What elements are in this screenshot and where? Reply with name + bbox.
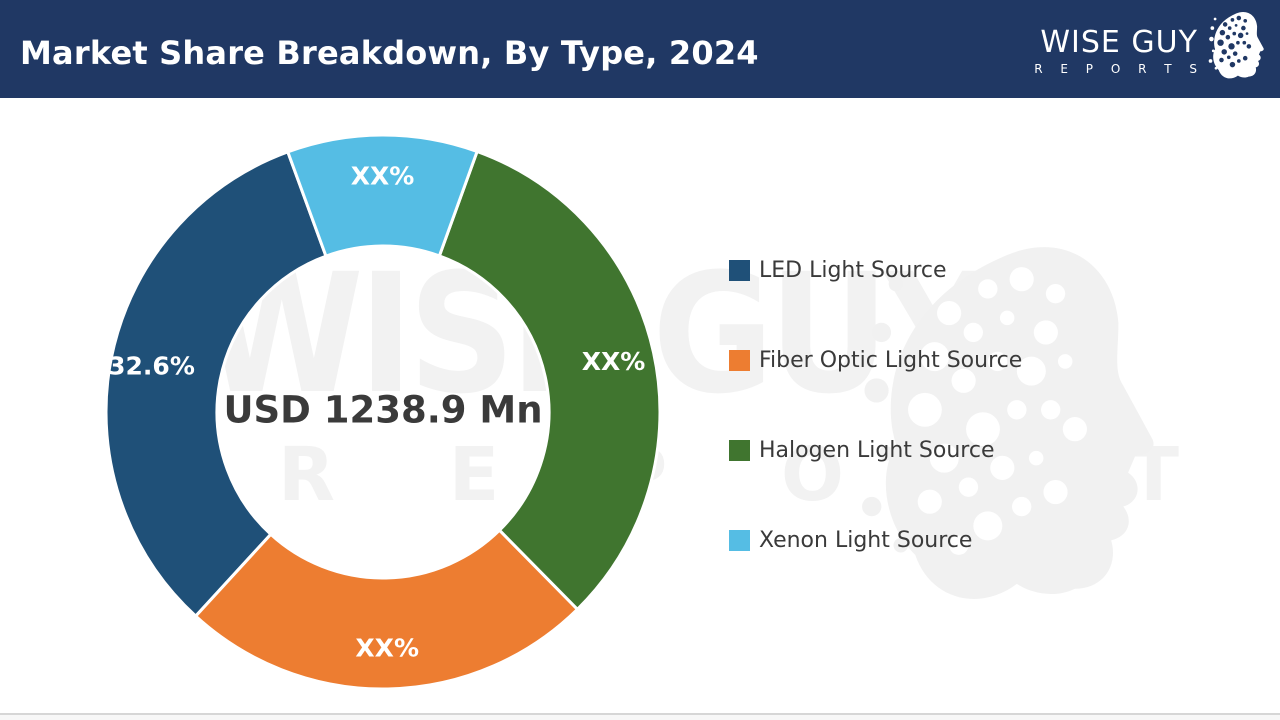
legend-swatch [729, 440, 750, 461]
slice-label: 32.6% [108, 352, 195, 381]
legend-item: Fiber Optic Light Source [729, 348, 1022, 373]
legend-label: LED Light Source [759, 258, 947, 283]
header-bar: Market Share Breakdown, By Type, 2024 WI… [0, 0, 1280, 98]
brand-logo: WISE GUY R E P O R T S [1034, 6, 1266, 94]
donut-segment-fiber-optic-light-source [193, 528, 580, 691]
brand-logo-text: WISE GUY R E P O R T S [1034, 25, 1204, 76]
brand-name: WISE GUY [1040, 24, 1198, 60]
chart-legend: LED Light Source Fiber Optic Light Source… [729, 258, 1022, 618]
legend-label: Xenon Light Source [759, 528, 973, 553]
donut-segment-halogen-light-source [437, 149, 662, 612]
brand-subname: R E P O R T S [1034, 61, 1204, 76]
legend-swatch [729, 350, 750, 371]
legend-item: Xenon Light Source [729, 528, 1022, 553]
footer-strip [0, 715, 1280, 720]
legend-swatch [729, 530, 750, 551]
footer-divider [0, 713, 1280, 715]
donut-center-value: USD 1238.9 Mn [223, 389, 542, 432]
legend-label: Halogen Light Source [759, 438, 995, 463]
donut-segment-xenon-light-source [285, 133, 480, 259]
donut-segment-led-light-source [104, 149, 328, 619]
slice-label: XX% [351, 162, 415, 191]
legend-item: LED Light Source [729, 258, 1022, 283]
watermark-face-icon [862, 247, 1154, 600]
legend-item: Halogen Light Source [729, 438, 1022, 463]
brand-face-icon [1208, 11, 1264, 79]
slice-label: XX% [355, 633, 419, 662]
legend-swatch [729, 260, 750, 281]
legend-label: Fiber Optic Light Source [759, 348, 1023, 373]
slice-label: XX% [582, 347, 646, 376]
page-title: Market Share Breakdown, By Type, 2024 [20, 34, 759, 72]
